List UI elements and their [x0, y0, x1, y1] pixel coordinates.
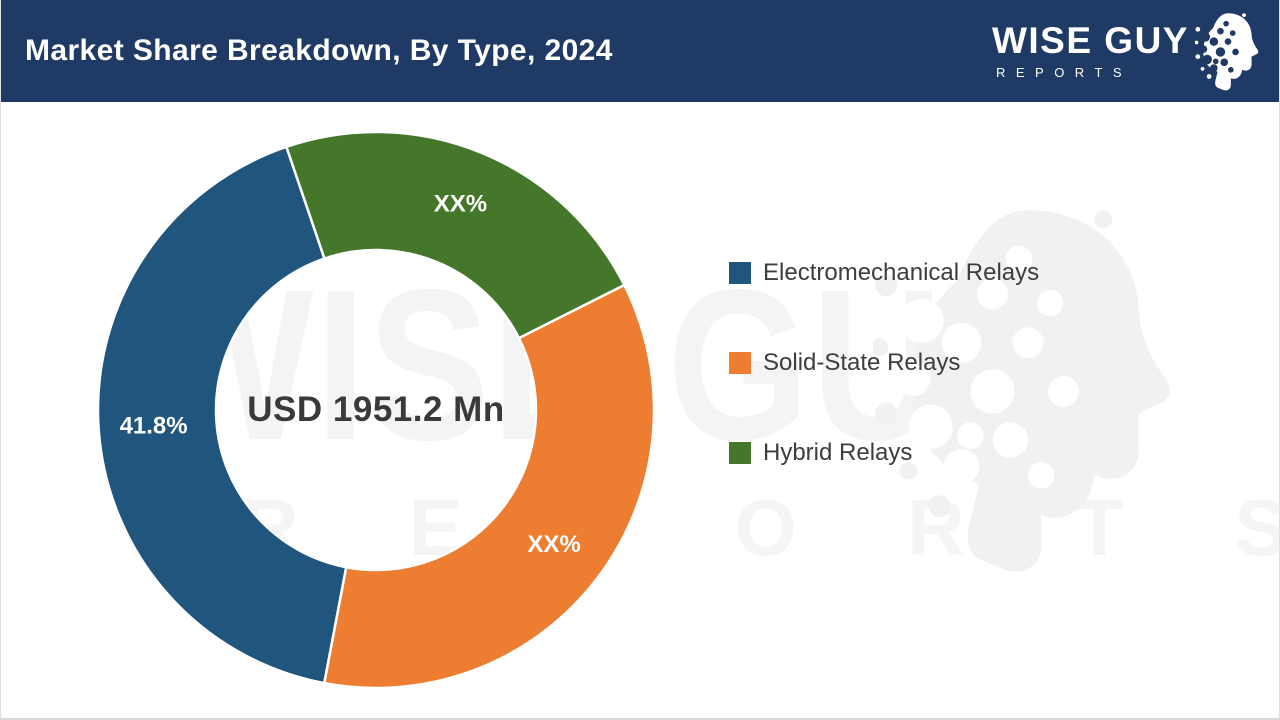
legend-label: Hybrid Relays	[763, 439, 913, 466]
legend: Electromechanical Relays Solid-State Rela…	[729, 261, 1039, 465]
legend-swatch-solid-state-relays	[729, 352, 751, 374]
donut-segment-hybrid-relays	[284, 130, 626, 340]
logo-subtext: REPORTS	[995, 65, 1133, 80]
segment-label-electromechanical-relays: 41.8%	[120, 413, 188, 440]
donut-segment-electromechanical-relays	[96, 145, 348, 685]
segment-label-hybrid-relays: XX%	[434, 191, 487, 218]
logo-text: WISE GUY REPORTS	[992, 22, 1189, 80]
legend-label: Electromechanical Relays	[763, 259, 1040, 286]
donut-chart: 41.8% XX% XX%	[96, 130, 656, 690]
wiseguy-logo: WISE GUY REPORTS	[992, 9, 1261, 93]
donut-center-value: USD 1951.2 Mn	[247, 390, 505, 429]
legend-item-hybrid-relays: Hybrid Relays	[729, 441, 1039, 465]
page-title: Market Share Breakdown, By Type, 2024	[25, 34, 613, 67]
logo-wordmark: WISE GUY	[991, 20, 1189, 61]
logo-head-icon	[1195, 13, 1259, 91]
legend-label: Solid-State Relays	[763, 349, 961, 376]
legend-swatch-electromechanical-relays	[729, 262, 751, 284]
header: Market Share Breakdown, By Type, 2024 WI…	[1, 0, 1279, 102]
legend-item-electromechanical-relays: Electromechanical Relays	[729, 261, 1039, 285]
chart-area: WISE GUY R E P O R T S 41.8%	[1, 102, 1279, 718]
legend-item-solid-state-relays: Solid-State Relays	[729, 351, 1039, 375]
donut-segment-solid-state-relays	[322, 283, 656, 690]
legend-swatch-hybrid-relays	[729, 442, 751, 464]
segment-label-solid-state-relays: XX%	[527, 531, 580, 558]
